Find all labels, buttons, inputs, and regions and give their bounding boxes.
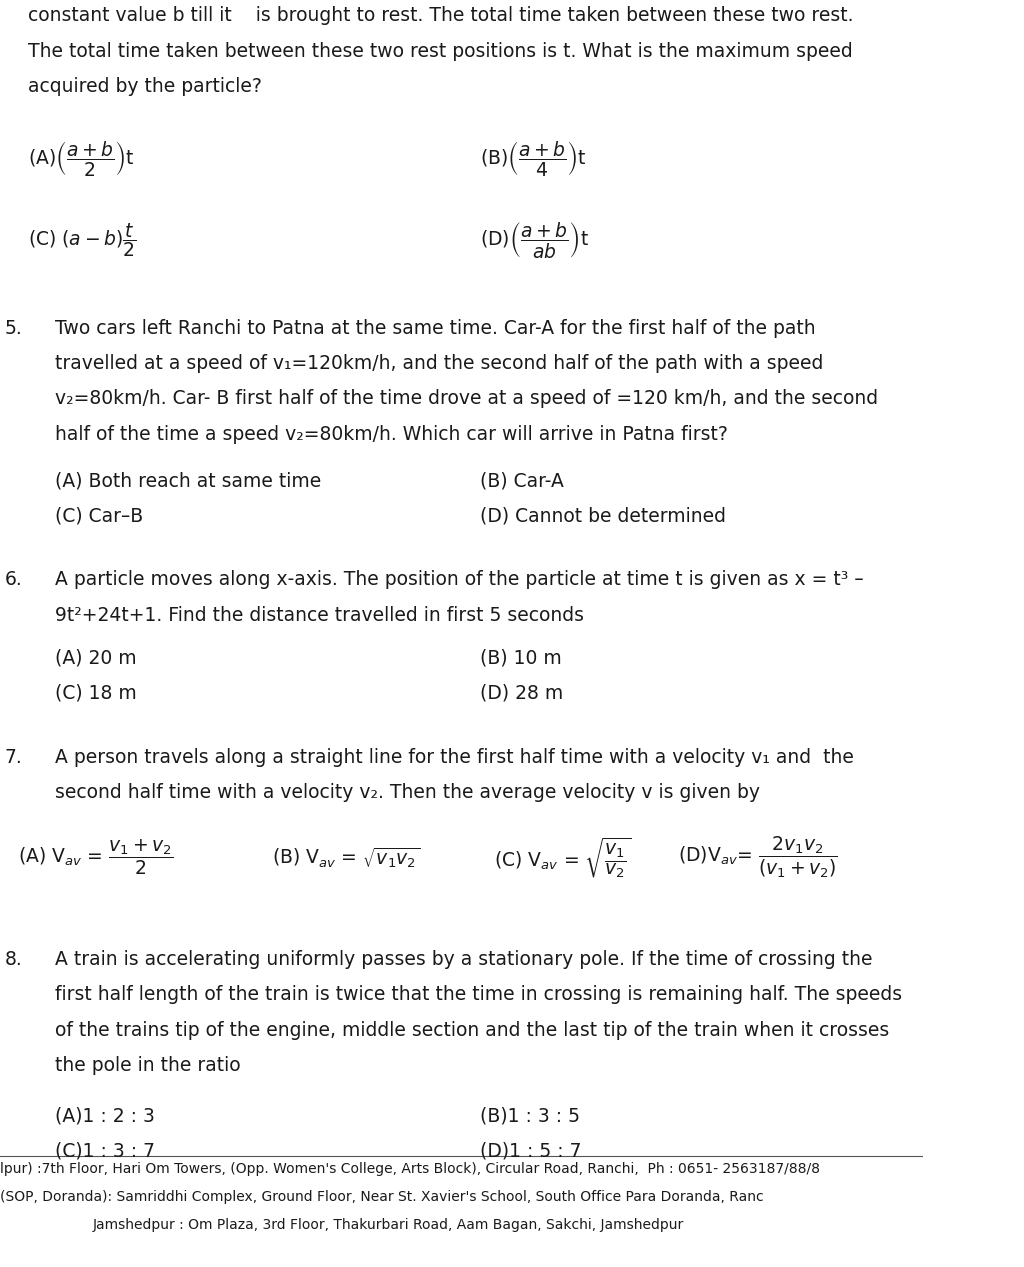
Text: acquired by the particle?: acquired by the particle? — [28, 77, 261, 96]
Text: v₂=80km/h. Car- B first half of the time drove at a speed of =120 km/h, and the : v₂=80km/h. Car- B first half of the time… — [55, 389, 879, 408]
Text: A train is accelerating uniformly passes by a stationary pole. If the time of cr: A train is accelerating uniformly passes… — [55, 950, 872, 969]
Text: the pole in the ratio: the pole in the ratio — [55, 1057, 241, 1076]
Text: The total time taken between these two rest positions is t. What is the maximum : The total time taken between these two r… — [28, 42, 852, 61]
Text: Two cars left Ranchi to Patna at the same time. Car-A for the first half of the : Two cars left Ranchi to Patna at the sam… — [55, 318, 816, 337]
Text: (SOP, Doranda): Samriddhi Complex, Ground Floor, Near St. Xavier's School, South: (SOP, Doranda): Samriddhi Complex, Groun… — [0, 1190, 764, 1204]
Text: lpur) :7th Floor, Hari Om Towers, (Opp. Women's College, Arts Block), Circular R: lpur) :7th Floor, Hari Om Towers, (Opp. … — [0, 1162, 820, 1176]
Text: (C) Car–B: (C) Car–B — [55, 507, 143, 526]
Text: constant value b till it    is brought to rest. The total time taken between the: constant value b till it is brought to r… — [28, 6, 853, 25]
Text: half of the time a speed v₂=80km/h. Which car will arrive in Patna first?: half of the time a speed v₂=80km/h. Whic… — [55, 424, 728, 443]
Text: (A) V$_{av}$ = $\dfrac{v_1+v_2}{2}$: (A) V$_{av}$ = $\dfrac{v_1+v_2}{2}$ — [18, 839, 174, 877]
Text: 9t²+24t+1. Find the distance travelled in first 5 seconds: 9t²+24t+1. Find the distance travelled i… — [55, 606, 585, 625]
Text: (C) $(a-b)\dfrac{t}{2}$: (C) $(a-b)\dfrac{t}{2}$ — [28, 222, 136, 260]
Text: (B) 10 m: (B) 10 m — [480, 649, 561, 668]
Text: 6.: 6. — [5, 570, 23, 589]
Text: (A) 20 m: (A) 20 m — [55, 649, 137, 668]
Text: of the trains tip of the engine, middle section and the last tip of the train wh: of the trains tip of the engine, middle … — [55, 1021, 890, 1040]
Text: A person travels along a straight line for the first half time with a velocity v: A person travels along a straight line f… — [55, 748, 854, 767]
Text: (B)1 : 3 : 5: (B)1 : 3 : 5 — [480, 1106, 580, 1125]
Text: travelled at a speed of v₁=120km/h, and the second half of the path with a speed: travelled at a speed of v₁=120km/h, and … — [55, 353, 823, 372]
Text: (D) 28 m: (D) 28 m — [480, 684, 563, 703]
Text: (A)1 : 2 : 3: (A)1 : 2 : 3 — [55, 1106, 156, 1125]
Text: (D)$\left(\dfrac{a+b}{ab}\right)$t: (D)$\left(\dfrac{a+b}{ab}\right)$t — [480, 220, 589, 261]
Text: second half time with a velocity v₂. Then the average velocity v is given by: second half time with a velocity v₂. The… — [55, 783, 761, 802]
Text: (D)V$_{av}$= $\dfrac{2v_1 v_2}{(v_1+v_2)}$: (D)V$_{av}$= $\dfrac{2v_1 v_2}{(v_1+v_2)… — [678, 835, 838, 881]
Text: (A)$\left(\dfrac{a+b}{2}\right)$t: (A)$\left(\dfrac{a+b}{2}\right)$t — [28, 139, 134, 179]
Text: A particle moves along x-axis. The position of the particle at time t is given a: A particle moves along x-axis. The posit… — [55, 570, 864, 589]
Text: (B) Car-A: (B) Car-A — [480, 471, 564, 490]
Text: (A) Both reach at same time: (A) Both reach at same time — [55, 471, 322, 490]
Text: 7.: 7. — [5, 748, 23, 767]
Text: (B) V$_{av}$ = $\sqrt{v_1 v_2}$: (B) V$_{av}$ = $\sqrt{v_1 v_2}$ — [272, 845, 421, 870]
Text: (B)$\left(\dfrac{a+b}{4}\right)$t: (B)$\left(\dfrac{a+b}{4}\right)$t — [480, 139, 587, 179]
Text: 8.: 8. — [5, 950, 23, 969]
Text: (C) 18 m: (C) 18 m — [55, 684, 137, 703]
Text: (D)1 : 5 : 7: (D)1 : 5 : 7 — [480, 1142, 582, 1161]
Text: Jamshedpur : Om Plaza, 3rd Floor, Thakurbari Road, Aam Bagan, Sakchi, Jamshedpur: Jamshedpur : Om Plaza, 3rd Floor, Thakur… — [92, 1218, 684, 1232]
Text: (C) V$_{av}$ = $\sqrt{\dfrac{v_1}{v_2}}$: (C) V$_{av}$ = $\sqrt{\dfrac{v_1}{v_2}}$ — [494, 836, 631, 879]
Text: (C)1 : 3 : 7: (C)1 : 3 : 7 — [55, 1142, 156, 1161]
Text: 5.: 5. — [5, 318, 23, 337]
Text: (D) Cannot be determined: (D) Cannot be determined — [480, 507, 726, 526]
Text: first half length of the train is twice that the time in crossing is remaining h: first half length of the train is twice … — [55, 986, 902, 1005]
